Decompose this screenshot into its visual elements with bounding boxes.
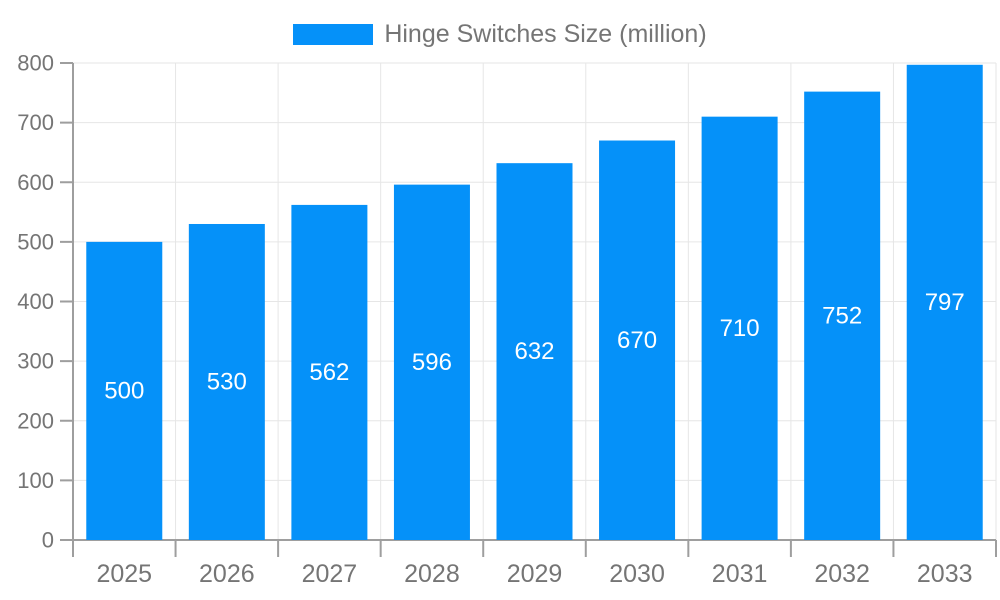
- y-tick-label: 700: [17, 110, 54, 135]
- bar-2032[interactable]: [804, 91, 881, 541]
- x-tick-label: 2028: [404, 560, 460, 588]
- x-tick-label: 2030: [609, 560, 665, 588]
- legend-label: Hinge Switches Size (million): [384, 20, 707, 48]
- x-tick-label: 2033: [917, 560, 973, 588]
- bar-value-label: 596: [412, 349, 452, 376]
- bar-value-label: 500: [104, 377, 144, 404]
- bar-value-label: 752: [822, 302, 862, 329]
- bar-value-label: 710: [720, 315, 760, 342]
- bar-2026[interactable]: [188, 223, 265, 541]
- x-tick-label: 2027: [302, 560, 358, 588]
- bar-value-label: 670: [617, 327, 657, 354]
- chart-legend[interactable]: Hinge Switches Size (million): [0, 20, 1000, 49]
- y-tick-label: 500: [17, 229, 54, 254]
- bar-2030[interactable]: [599, 140, 676, 540]
- bar-2028[interactable]: [393, 184, 470, 540]
- bar-2033[interactable]: [906, 64, 983, 540]
- y-tick-label: 800: [17, 51, 54, 76]
- x-tick-label: 2032: [814, 560, 870, 588]
- bar-2031[interactable]: [701, 116, 778, 540]
- y-tick-label: 600: [17, 170, 54, 195]
- legend-swatch: [293, 24, 374, 45]
- bar-2027[interactable]: [291, 204, 368, 540]
- bar-value-label: 632: [514, 338, 554, 365]
- y-tick-label: 0: [42, 528, 54, 553]
- y-tick-label: 200: [17, 408, 54, 433]
- x-tick-label: 2029: [507, 560, 563, 588]
- y-tick-label: 400: [17, 289, 54, 314]
- bar-value-label: 797: [925, 289, 965, 316]
- x-tick-label: 2025: [96, 560, 152, 588]
- bar-value-label: 530: [207, 368, 247, 395]
- x-tick-label: 2026: [199, 560, 255, 588]
- x-tick-label: 2031: [712, 560, 768, 588]
- bar-2025[interactable]: [86, 241, 163, 540]
- bar-value-label: 562: [309, 359, 349, 386]
- y-tick-label: 300: [17, 349, 54, 374]
- y-tick-label: 100: [17, 468, 54, 493]
- bar-2029[interactable]: [496, 163, 573, 541]
